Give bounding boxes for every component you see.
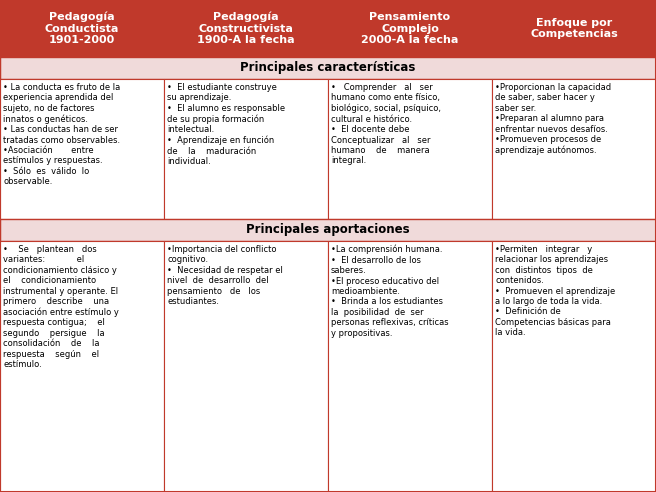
Text: •La comprensión humana.
•  El desarrollo de los
saberes.
•El proceso educativo d: •La comprensión humana. • El desarrollo … [331, 245, 449, 338]
Text: Principales aportaciones: Principales aportaciones [246, 223, 410, 237]
Text: Pensamiento
Complejo
2000-A la fecha: Pensamiento Complejo 2000-A la fecha [361, 12, 459, 45]
Bar [492, 241, 656, 492]
Text: Principales características: Principales características [240, 62, 416, 74]
Text: •Importancia del conflicto
cognitivo.
•  Necesidad de respetar el
nivel  de  des: •Importancia del conflicto cognitivo. • … [167, 245, 283, 306]
Text: • La conducta es fruto de la
experiencia aprendida del
sujeto, no de factores
in: • La conducta es fruto de la experiencia… [3, 83, 120, 186]
Bar [164, 0, 328, 57]
Bar [0, 241, 164, 492]
Text: •Proporcionan la capacidad
de saber, saber hacer y
saber ser.
•Preparan al alumn: •Proporcionan la capacidad de saber, sab… [495, 83, 611, 155]
Text: Pedagogía
Constructivista
1900-A la fecha: Pedagogía Constructivista 1900-A la fech… [197, 12, 295, 45]
Bar [492, 79, 656, 219]
Bar [328, 0, 492, 57]
Text: Enfoque por
Competencias: Enfoque por Competencias [530, 18, 618, 39]
Bar [328, 241, 492, 492]
Text: •  El estudiante construye
su aprendizaje.
•  El alumno es responsable
de su pro: • El estudiante construye su aprendizaje… [167, 83, 285, 166]
Text: •Permiten   integrar   y
relacionar los aprendizajes
con  distintos  tipos  de
c: •Permiten integrar y relacionar los apre… [495, 245, 615, 337]
Bar [0, 0, 164, 57]
Bar [164, 79, 328, 219]
Text: Pedagogía
Conductista
1901-2000: Pedagogía Conductista 1901-2000 [45, 12, 119, 45]
Bar [164, 241, 328, 492]
Bar [0, 79, 164, 219]
Bar [0, 219, 656, 241]
Bar [328, 79, 492, 219]
Bar [0, 57, 656, 79]
Text: •    Se   plantean   dos
variantes:            el
condicionamiento clásico y
el : • Se plantean dos variantes: el condicio… [3, 245, 119, 369]
Text: •   Comprender   al   ser
humano como ente físico,
biológico, social, psíquico,
: • Comprender al ser humano como ente fís… [331, 83, 441, 165]
Bar [492, 0, 656, 57]
